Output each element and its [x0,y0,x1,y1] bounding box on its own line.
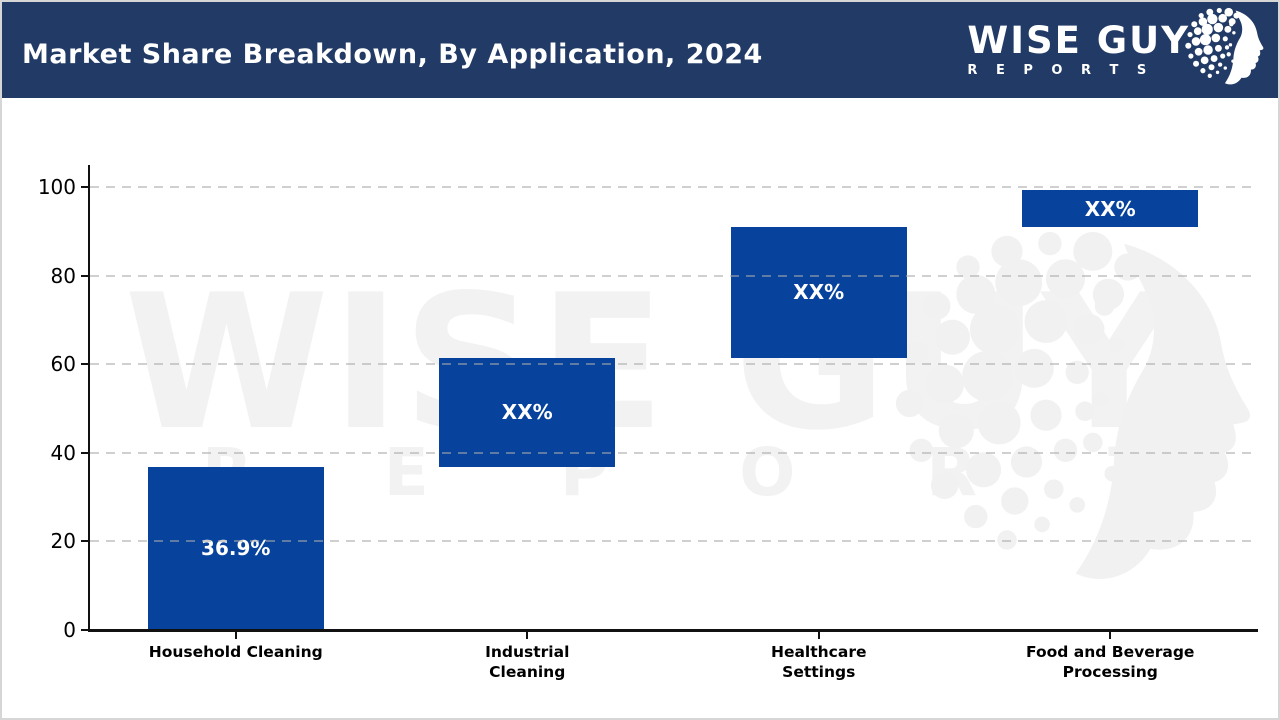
x-category-label: Industrial Cleaning [485,643,570,681]
bar-segment: XX% [730,227,907,358]
y-tick-label: 20 [50,529,76,554]
y-tick [81,363,89,366]
x-axis-spine [88,629,1258,632]
x-tick [1109,632,1112,639]
y-tick [81,629,89,631]
x-category-label: Household Cleaning [148,643,323,661]
y-tick-label: 60 [50,352,76,377]
bar-segment: 36.9% [147,466,324,630]
header-banner: Market Share Breakdown, By Application, … [2,2,1278,98]
watermark-head-icon [895,231,1251,579]
logo-wordmark: WISE GUY [967,19,1190,62]
logo-head-icon [1185,7,1264,85]
y-axis-spine [88,165,90,632]
x-category-label: Healthcare Settings [770,643,867,681]
y-tick-label: 0 [63,618,76,642]
bar-segment: XX% [1022,190,1199,227]
y-tick-label: 40 [50,440,76,465]
y-tick [81,540,89,543]
wise-guy-reports-logo: WISE GUY R E P O R T S [967,7,1270,93]
gridline [90,540,1256,543]
bar-segment: XX% [439,357,616,467]
logo-subtext: R E P O R T S [967,63,1154,78]
gridline [90,451,1256,454]
x-tick [234,632,237,639]
y-tick [81,451,89,454]
bar-value-label: 36.9% [201,536,271,561]
y-tick-label: 80 [50,263,76,288]
bar-value-label: XX% [793,280,845,305]
x-tick [817,632,820,639]
gridline [90,363,1256,366]
x-tick [526,632,529,639]
bar-value-label: XX% [1084,196,1136,221]
chart-title: Market Share Breakdown, By Application, … [22,38,763,70]
bar-value-label: XX% [501,400,553,425]
x-category-label: Food and Beverage Processing [1026,643,1195,681]
y-tick [81,186,89,189]
gridline [90,274,1256,277]
y-tick [81,274,89,277]
gridline [90,186,1256,189]
y-tick-label: 100 [37,175,76,200]
